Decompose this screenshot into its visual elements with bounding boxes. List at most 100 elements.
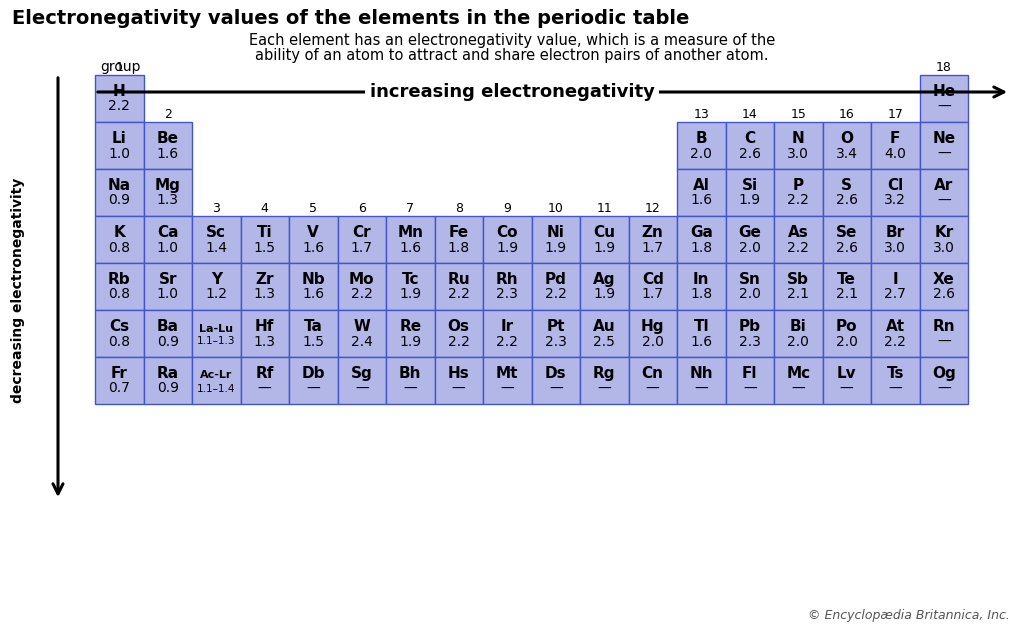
Bar — [871, 310, 920, 357]
Text: Y: Y — [211, 272, 222, 287]
Text: 1.9: 1.9 — [593, 241, 615, 255]
Bar — [95, 263, 143, 310]
Text: 2.6: 2.6 — [738, 147, 761, 161]
Text: Au: Au — [593, 319, 615, 334]
Text: Rb: Rb — [108, 272, 131, 287]
Bar — [580, 310, 629, 357]
Text: 1.5: 1.5 — [254, 241, 275, 255]
Text: 3.2: 3.2 — [885, 193, 906, 207]
Bar — [725, 216, 774, 263]
Text: Zn: Zn — [642, 225, 664, 240]
Text: Lv: Lv — [837, 366, 856, 381]
Text: —: — — [597, 382, 611, 396]
Bar — [434, 310, 483, 357]
Bar — [338, 310, 386, 357]
Text: Mt: Mt — [496, 366, 518, 381]
Text: 1.5: 1.5 — [302, 335, 325, 348]
Bar — [386, 310, 434, 357]
Text: Ac-Lr: Ac-Lr — [200, 370, 232, 381]
Text: Ta: Ta — [304, 319, 323, 334]
Bar — [143, 169, 193, 216]
Text: —: — — [355, 382, 369, 396]
Text: Ge: Ge — [738, 225, 761, 240]
Bar — [289, 216, 338, 263]
Text: 2.0: 2.0 — [738, 241, 761, 255]
Text: Li: Li — [112, 131, 127, 146]
Bar — [629, 216, 677, 263]
Text: 0.9: 0.9 — [157, 382, 179, 396]
Text: 1.6: 1.6 — [690, 193, 713, 207]
Text: 1.7: 1.7 — [642, 287, 664, 302]
Text: Po: Po — [836, 319, 857, 334]
Text: 2.2: 2.2 — [545, 287, 566, 302]
Text: 9: 9 — [504, 202, 511, 215]
Text: H: H — [113, 84, 126, 99]
Text: Ar: Ar — [934, 178, 953, 193]
Text: Pb: Pb — [738, 319, 761, 334]
Text: 1.0: 1.0 — [109, 147, 130, 161]
Text: 1.6: 1.6 — [157, 147, 179, 161]
Text: O: O — [841, 131, 853, 146]
Text: 2.2: 2.2 — [109, 100, 130, 113]
Text: W: W — [353, 319, 371, 334]
Text: Cu: Cu — [593, 225, 615, 240]
Text: 1.3: 1.3 — [254, 335, 275, 348]
Text: 1.6: 1.6 — [690, 335, 713, 348]
Text: 1.1–1.3: 1.1–1.3 — [197, 336, 236, 346]
Bar — [95, 75, 143, 122]
Text: Tl: Tl — [693, 319, 709, 334]
Bar — [193, 310, 241, 357]
Text: 6: 6 — [357, 202, 366, 215]
Bar — [241, 310, 289, 357]
Text: 1.8: 1.8 — [447, 241, 470, 255]
Text: 2.1: 2.1 — [836, 287, 858, 302]
Text: 1.1–1.4: 1.1–1.4 — [197, 384, 236, 394]
Bar — [434, 263, 483, 310]
Text: 2.4: 2.4 — [351, 335, 373, 348]
Bar — [531, 310, 580, 357]
Bar — [871, 216, 920, 263]
Text: Cd: Cd — [642, 272, 664, 287]
Bar — [774, 263, 822, 310]
Text: As: As — [787, 225, 809, 240]
Bar — [920, 310, 968, 357]
Text: 1.7: 1.7 — [351, 241, 373, 255]
Text: Nb: Nb — [301, 272, 325, 287]
Text: Br: Br — [886, 225, 905, 240]
Text: —: — — [840, 382, 854, 396]
Bar — [483, 357, 531, 404]
Bar — [143, 263, 193, 310]
Bar — [434, 357, 483, 404]
Text: 1.6: 1.6 — [302, 241, 325, 255]
Text: Rh: Rh — [496, 272, 518, 287]
Text: —: — — [937, 147, 950, 161]
Bar — [725, 169, 774, 216]
Bar — [580, 357, 629, 404]
Bar — [871, 263, 920, 310]
Text: 3.0: 3.0 — [885, 241, 906, 255]
Bar — [193, 263, 241, 310]
Text: decreasing electronegativity: decreasing electronegativity — [11, 178, 25, 403]
Text: 1.6: 1.6 — [399, 241, 421, 255]
Bar — [143, 216, 193, 263]
Text: 1.9: 1.9 — [399, 335, 421, 348]
Bar — [143, 122, 193, 169]
Text: —: — — [258, 382, 271, 396]
Text: Sn: Sn — [738, 272, 761, 287]
Text: He: He — [932, 84, 955, 99]
Bar — [920, 122, 968, 169]
Text: 18: 18 — [936, 61, 951, 74]
Text: 8: 8 — [455, 202, 463, 215]
Text: Hf: Hf — [255, 319, 274, 334]
Text: Os: Os — [447, 319, 470, 334]
Text: 12: 12 — [645, 202, 660, 215]
Text: Se: Se — [836, 225, 857, 240]
Text: Rf: Rf — [256, 366, 274, 381]
Text: 1.3: 1.3 — [254, 287, 275, 302]
Text: 2.0: 2.0 — [787, 335, 809, 348]
Text: 4: 4 — [261, 202, 268, 215]
Text: —: — — [937, 382, 950, 396]
Text: Rg: Rg — [593, 366, 615, 381]
Text: 0.8: 0.8 — [109, 241, 130, 255]
Text: —: — — [501, 382, 514, 396]
